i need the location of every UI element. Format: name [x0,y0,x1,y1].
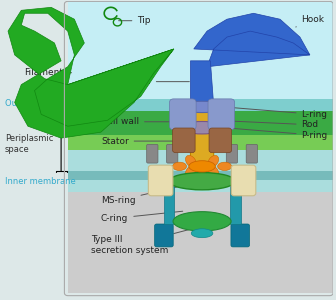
Ellipse shape [189,161,215,172]
Text: C-ring: C-ring [101,211,183,223]
Polygon shape [68,100,333,114]
FancyBboxPatch shape [147,144,158,163]
FancyBboxPatch shape [167,144,178,163]
Text: Junction: Junction [114,77,190,86]
Text: Cell wall: Cell wall [101,117,178,126]
Polygon shape [194,13,310,67]
Text: Stator: Stator [101,136,176,146]
FancyBboxPatch shape [170,99,196,130]
Polygon shape [68,135,333,150]
Text: Rod: Rod [216,120,319,129]
Ellipse shape [191,229,213,238]
Ellipse shape [173,212,231,231]
Polygon shape [68,111,333,153]
FancyBboxPatch shape [231,224,250,247]
Text: Periplasmic
space: Periplasmic space [5,134,53,154]
FancyBboxPatch shape [246,144,257,163]
Polygon shape [68,2,333,195]
Polygon shape [191,61,214,105]
Polygon shape [68,171,333,180]
Polygon shape [68,180,333,192]
Polygon shape [8,7,174,138]
Polygon shape [164,186,174,224]
Polygon shape [68,150,333,186]
FancyBboxPatch shape [208,99,235,130]
Polygon shape [230,186,241,224]
FancyBboxPatch shape [148,165,173,196]
FancyBboxPatch shape [226,144,238,163]
Ellipse shape [218,162,232,170]
Ellipse shape [180,122,224,134]
Text: Inner membrane: Inner membrane [5,177,76,186]
Ellipse shape [208,166,219,177]
Text: L-ring: L-ring [226,107,328,119]
Polygon shape [68,186,333,293]
Text: P-ring: P-ring [227,128,328,140]
Ellipse shape [173,162,186,170]
Text: MS-ring: MS-ring [101,185,186,205]
Ellipse shape [185,166,196,177]
FancyBboxPatch shape [173,128,195,153]
Text: Filament: Filament [25,68,72,77]
FancyBboxPatch shape [155,224,173,247]
FancyBboxPatch shape [209,128,232,153]
Ellipse shape [208,155,219,167]
Text: Outer membrane: Outer membrane [5,99,78,108]
Text: Hook: Hook [296,15,325,27]
Text: Type III
secretion system: Type III secretion system [91,230,190,255]
FancyBboxPatch shape [191,104,214,187]
Text: Tip: Tip [119,16,151,25]
Ellipse shape [169,172,235,190]
Ellipse shape [185,155,196,167]
Ellipse shape [180,101,224,112]
FancyBboxPatch shape [231,165,256,196]
